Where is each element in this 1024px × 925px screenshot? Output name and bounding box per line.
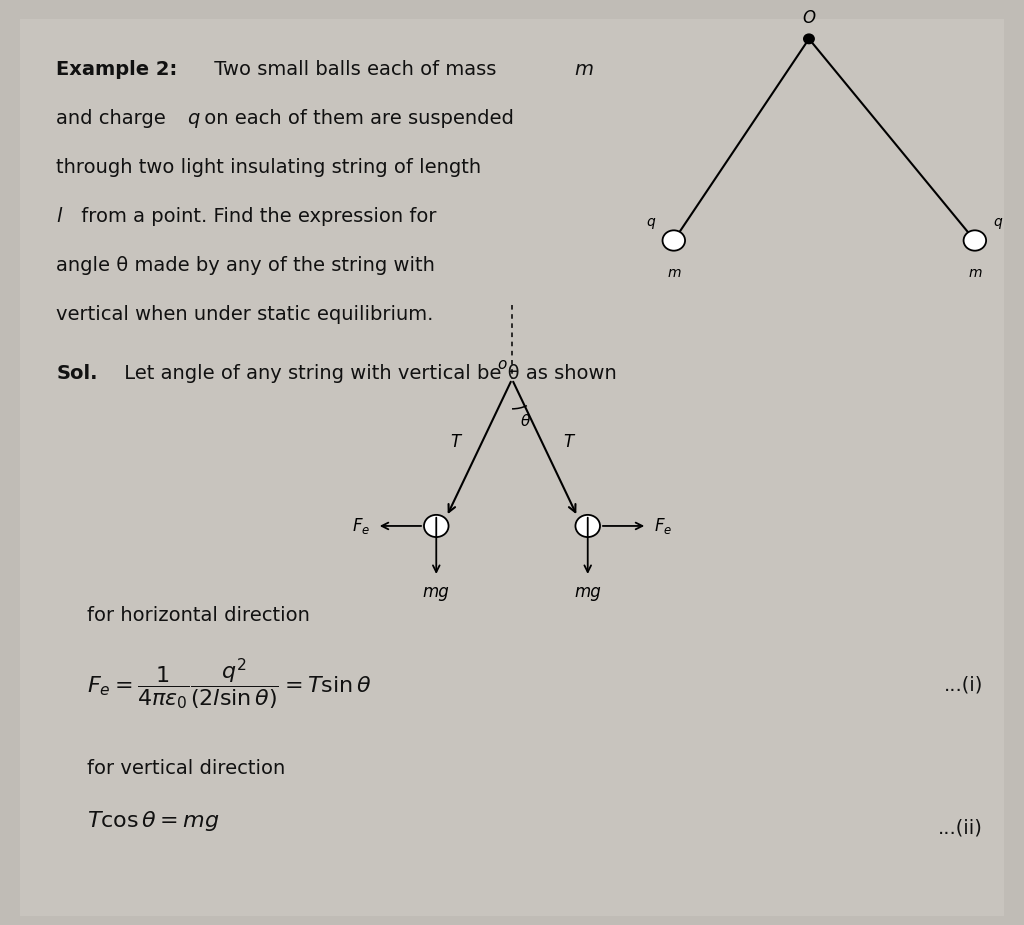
Text: Example 2:: Example 2: <box>56 60 177 80</box>
Text: mg: mg <box>574 584 601 601</box>
Text: m: m <box>667 266 681 280</box>
Text: q: q <box>646 216 655 229</box>
Circle shape <box>964 230 986 251</box>
Circle shape <box>663 230 685 251</box>
Text: Sol.: Sol. <box>56 364 98 383</box>
Text: q: q <box>187 109 200 129</box>
Text: l: l <box>56 207 61 227</box>
Text: on each of them are suspended: on each of them are suspended <box>198 109 513 129</box>
FancyBboxPatch shape <box>20 18 1004 916</box>
Text: $F_e$: $F_e$ <box>351 516 370 536</box>
Text: Let angle of any string with vertical be θ as shown: Let angle of any string with vertical be… <box>118 364 616 383</box>
Text: Two small balls each of mass: Two small balls each of mass <box>208 60 503 80</box>
Text: θ: θ <box>520 414 529 429</box>
Text: for horizontal direction: for horizontal direction <box>87 606 310 625</box>
Text: q: q <box>993 216 1002 229</box>
Text: T: T <box>563 433 573 450</box>
Text: T: T <box>451 433 461 450</box>
Text: $F_e = \dfrac{1}{4\pi\epsilon_0}\dfrac{q^2}{(2l\sin\theta)} = T\sin\theta$: $F_e = \dfrac{1}{4\pi\epsilon_0}\dfrac{q… <box>87 657 372 712</box>
Text: mg: mg <box>423 584 450 601</box>
Circle shape <box>424 515 449 537</box>
Text: and charge: and charge <box>56 109 172 129</box>
Circle shape <box>804 34 814 43</box>
Text: o: o <box>498 357 507 372</box>
Text: ...(ii): ...(ii) <box>938 819 983 838</box>
Text: m: m <box>968 266 982 280</box>
Text: for vertical direction: for vertical direction <box>87 758 286 778</box>
Text: vertical when under static equilibrium.: vertical when under static equilibrium. <box>56 305 434 325</box>
Text: angle θ made by any of the string with: angle θ made by any of the string with <box>56 256 435 276</box>
Text: $T\cos\theta = mg$: $T\cos\theta = mg$ <box>87 809 219 833</box>
Text: ...(i): ...(i) <box>944 675 983 695</box>
Text: from a point. Find the expression for: from a point. Find the expression for <box>75 207 436 227</box>
Text: m: m <box>574 60 594 80</box>
Text: $F_e$: $F_e$ <box>654 516 673 536</box>
Circle shape <box>575 515 600 537</box>
Text: O: O <box>803 9 815 27</box>
Text: through two light insulating string of length: through two light insulating string of l… <box>56 158 481 178</box>
